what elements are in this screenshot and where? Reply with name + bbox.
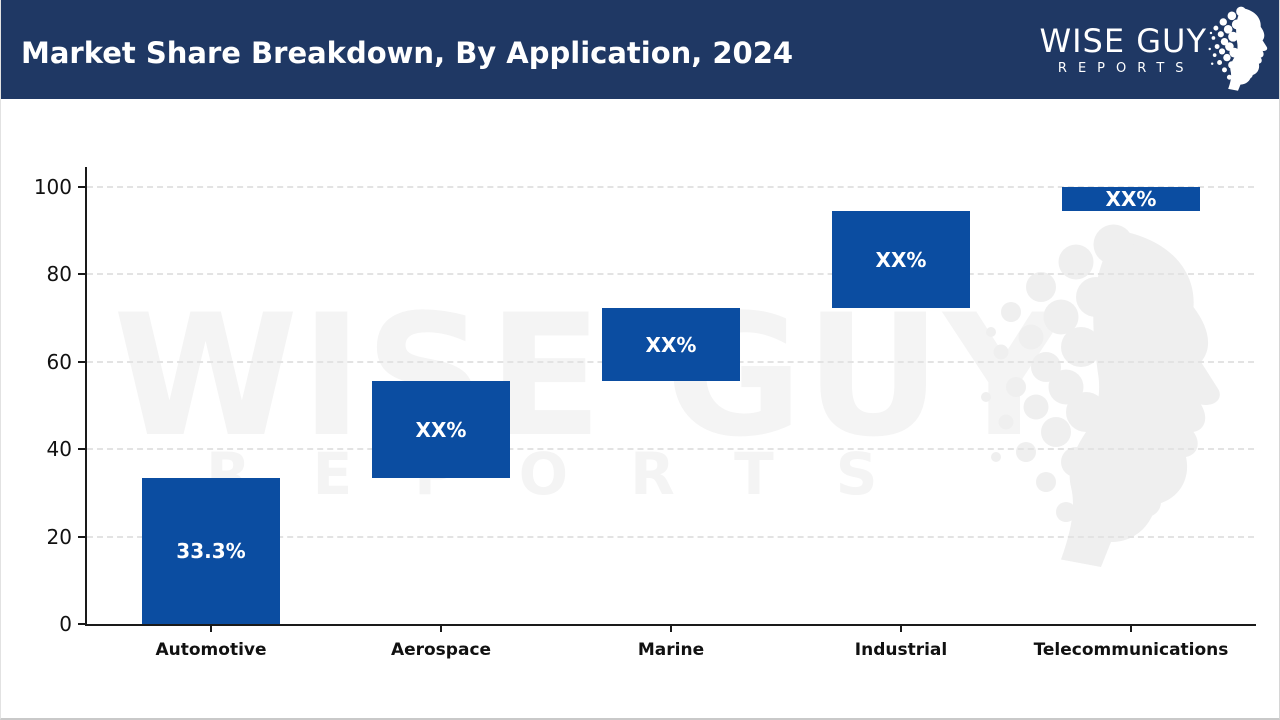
y-axis-tick-label: 60 [46,349,72,374]
category-label: Aerospace [390,640,492,660]
x-axis-tick [900,626,902,632]
gridline [87,535,1254,538]
dotted-head-icon [1208,6,1268,91]
bar-value-label: 33.3% [176,539,246,564]
chart-header: Market Share Breakdown, By Application, … [1,0,1279,99]
y-axis-tick [78,448,85,451]
logo-wordmark-line2: REPORTS [1057,61,1195,76]
x-axis-tick [210,626,212,632]
y-axis-tick-label: 100 [33,175,72,199]
bar: XX% [832,211,970,309]
bar: XX% [602,308,740,382]
y-axis-tick [78,186,85,188]
x-axis-tick [1130,626,1132,632]
x-axis-tick [440,626,442,632]
y-axis-tick [78,360,85,363]
category-label: Telecommunications [1033,640,1229,660]
bar: XX% [1062,187,1200,212]
y-axis-tick-label: 40 [46,437,72,462]
gridline [87,448,1254,451]
gridline [87,186,1254,188]
bar-value-label: XX% [415,417,467,442]
y-axis-tick [78,535,85,538]
logo-wordmark-line1: WISE GUY [1039,22,1207,60]
bar: 33.3% [142,478,280,624]
category-label: Industrial [854,640,948,660]
y-axis-line [85,167,87,626]
y-axis-tick-label: 20 [46,524,72,549]
x-axis-line [85,624,1256,626]
x-axis-tick [670,626,672,632]
category-label: Automotive [155,640,267,660]
bar-value-label: XX% [875,247,927,272]
y-axis-tick-label: 80 [46,262,72,287]
gridline [87,273,1254,276]
chart-title: Market Share Breakdown, By Application, … [21,36,794,70]
y-axis-tick-label: 0 [59,612,72,636]
bar: XX% [372,381,510,479]
y-axis-tick [78,623,85,625]
category-label: Marine [637,640,705,660]
wise-guy-logo: WISE GUY REPORTS [1039,6,1269,92]
y-axis-tick [78,273,85,276]
bar-value-label: XX% [645,332,697,357]
logo-wordmark: WISE GUY REPORTS [1039,22,1207,76]
bar-value-label: XX% [1105,187,1157,212]
